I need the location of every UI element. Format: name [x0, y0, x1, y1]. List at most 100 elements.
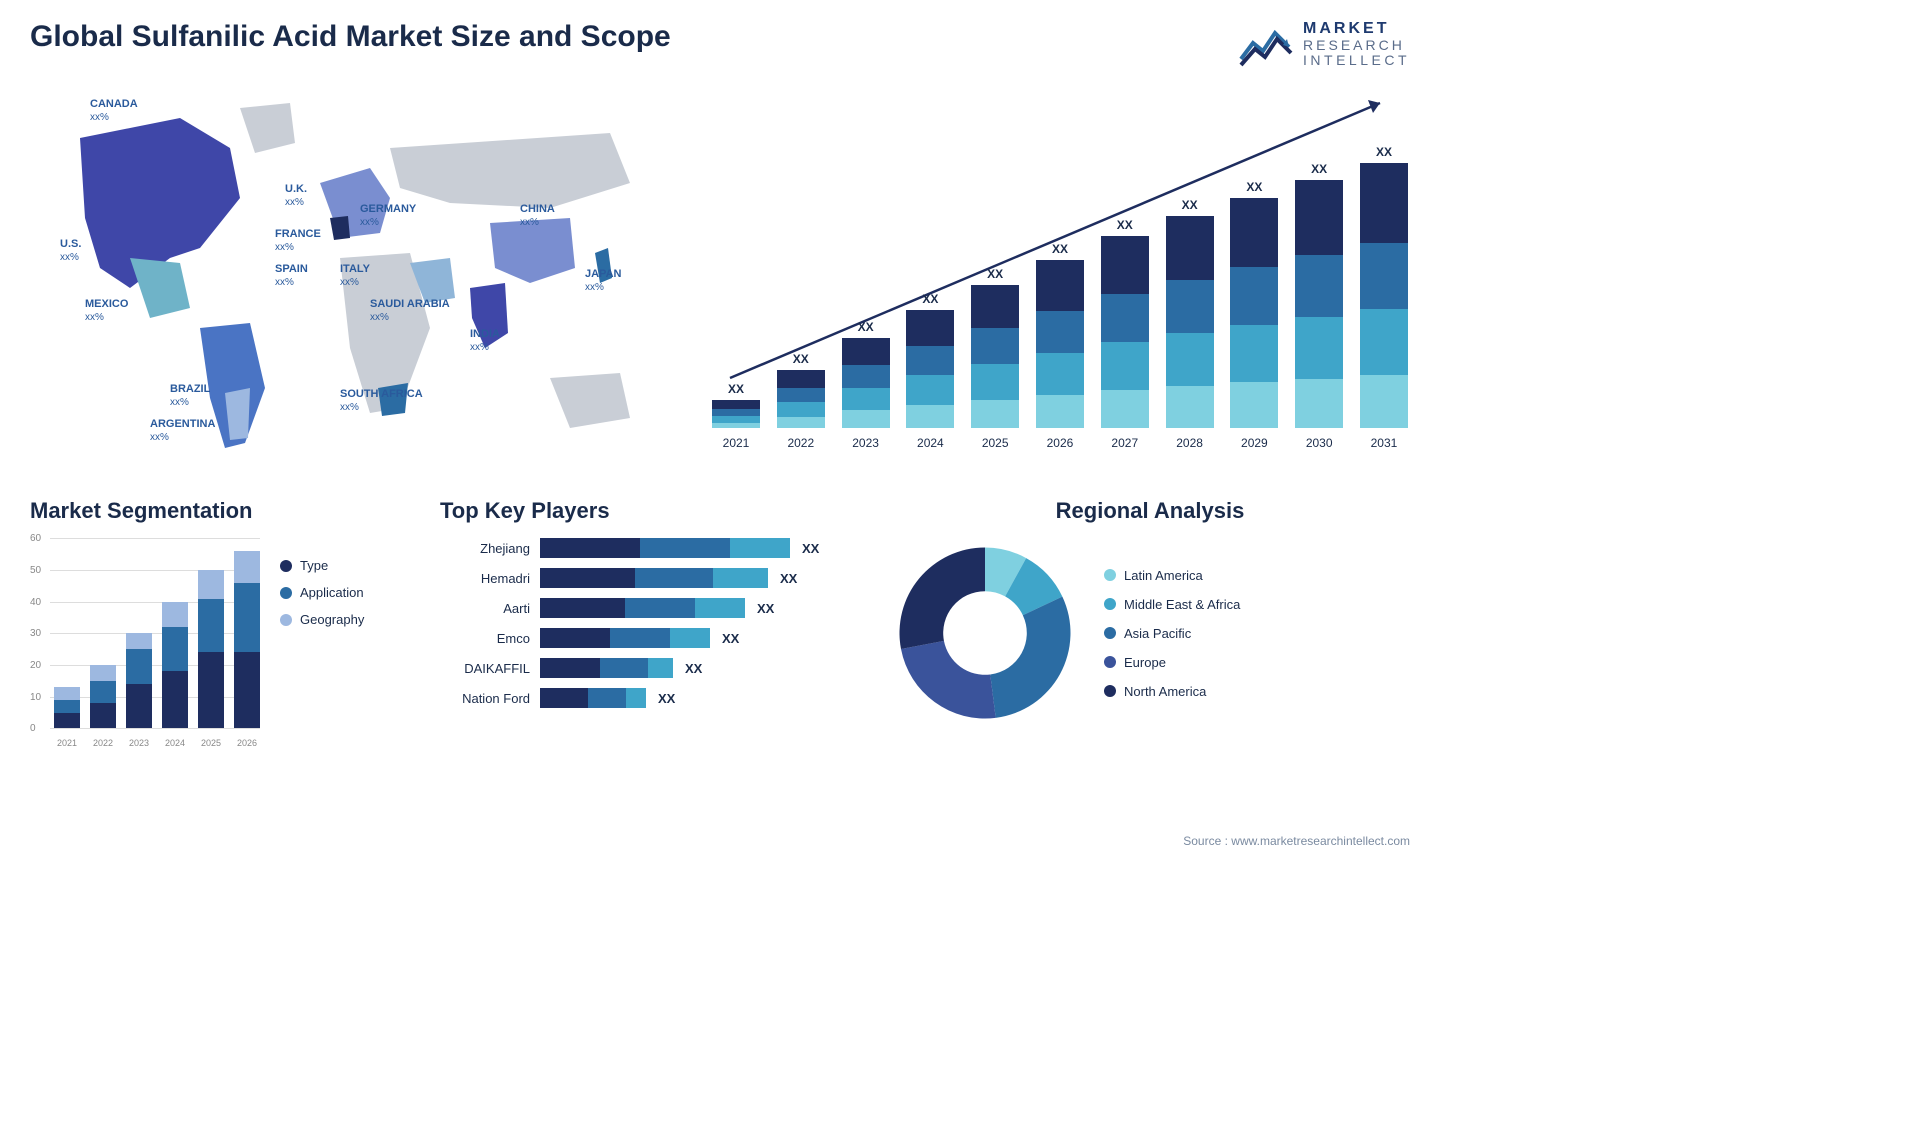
players-section: Top Key Players Zhejiang XX HemadriXX Aarti… — [440, 498, 860, 748]
donut-slice — [900, 548, 986, 650]
map-label: ARGENTINAxx% — [150, 418, 215, 443]
legend-dot-icon — [1104, 656, 1116, 668]
big-bar-segment — [1230, 267, 1278, 325]
big-bar: XX — [775, 352, 827, 428]
big-bar-segment — [1036, 395, 1084, 429]
legend-label: Type — [300, 558, 328, 573]
legend-dot-icon — [1104, 685, 1116, 697]
seg-bar-segment — [234, 583, 260, 653]
seg-bar-segment — [234, 652, 260, 728]
player-bar — [540, 598, 745, 618]
seg-bar-segment — [198, 570, 224, 598]
big-bar: XX — [1099, 218, 1151, 428]
big-bar-value-label: XX — [1182, 198, 1198, 212]
big-bar-segment — [842, 410, 890, 428]
big-bar-segment — [1295, 180, 1343, 254]
regional-section: Regional Analysis Latin AmericaMiddle Ea… — [890, 498, 1410, 748]
player-row: HemadriXX — [440, 568, 860, 588]
seg-x-label: 2023 — [126, 738, 152, 748]
players-list: ZhejiangXXHemadriXXAartiXXEmcoXXDAIKAFFI… — [440, 538, 860, 708]
seg-bar-segment — [162, 671, 188, 728]
seg-bar-segment — [126, 684, 152, 728]
player-bar-segment — [540, 598, 625, 618]
segmentation-legend: Type Application Geography — [280, 558, 364, 748]
seg-x-label: 2022 — [90, 738, 116, 748]
logo: MARKET RESEARCH INTELLECT — [1239, 20, 1410, 68]
donut-slice — [990, 597, 1070, 718]
big-bar-segment — [1101, 236, 1149, 294]
legend-label: Asia Pacific — [1124, 626, 1191, 641]
big-bar-value-label: XX — [1311, 162, 1327, 176]
player-name: DAIKAFFIL — [440, 661, 530, 676]
player-value: XX — [802, 541, 819, 556]
seg-bar — [162, 602, 188, 729]
player-bar-segment — [625, 598, 695, 618]
player-name: Aarti — [440, 601, 530, 616]
legend-item: Asia Pacific — [1104, 626, 1240, 641]
player-bar-segment — [540, 628, 610, 648]
players-title: Top Key Players — [440, 498, 860, 524]
legend-item: Middle East & Africa — [1104, 597, 1240, 612]
big-bar-value-label: XX — [793, 352, 809, 366]
map-label: U.K.xx% — [285, 183, 307, 208]
big-bar-segment — [712, 416, 760, 423]
logo-line-2: RESEARCH — [1303, 38, 1410, 53]
big-bar-value-label: XX — [728, 382, 744, 396]
player-value: XX — [685, 661, 702, 676]
player-value: XX — [757, 601, 774, 616]
player-name: Zhejiang — [440, 541, 530, 556]
seg-bar-segment — [162, 627, 188, 671]
player-bar-segment — [713, 568, 768, 588]
legend-label: Geography — [300, 612, 364, 627]
seg-bar-segment — [90, 681, 116, 703]
big-bar-segment — [712, 400, 760, 408]
player-bar — [540, 658, 673, 678]
map-label: SAUDI ARABIAxx% — [370, 298, 450, 323]
player-bar-segment — [540, 688, 588, 708]
big-bar-segment — [1360, 309, 1408, 375]
big-bar-segment — [971, 328, 1019, 364]
big-bar: XX — [904, 292, 956, 428]
big-bar-segment — [842, 388, 890, 411]
regional-donut-chart — [890, 538, 1080, 728]
seg-bar-segment — [198, 652, 224, 728]
big-bar-segment — [777, 417, 825, 429]
legend-dot-icon — [1104, 627, 1116, 639]
legend-label: Middle East & Africa — [1124, 597, 1240, 612]
legend-dot-icon — [1104, 569, 1116, 581]
big-bar-segment — [777, 370, 825, 387]
big-bar-year-label: 2030 — [1293, 436, 1345, 450]
big-bar-segment — [842, 338, 890, 365]
player-row: Zhejiang XX — [440, 538, 860, 558]
legend-label: Latin America — [1124, 568, 1203, 583]
seg-bar — [90, 665, 116, 728]
big-bar-segment — [1101, 294, 1149, 342]
legend-item: Europe — [1104, 655, 1240, 670]
big-bar: XX — [1358, 145, 1410, 428]
donut-slice — [901, 641, 996, 719]
big-bar: XX — [840, 320, 892, 428]
big-bar-value-label: XX — [1246, 180, 1262, 194]
big-bar-value-label: XX — [858, 320, 874, 334]
legend-item: North America — [1104, 684, 1240, 699]
big-bar-value-label: XX — [1376, 145, 1392, 159]
big-bar-value-label: XX — [1052, 242, 1068, 256]
legend-item: Geography — [280, 612, 364, 627]
big-bar-segment — [777, 402, 825, 417]
big-bar-segment — [1360, 243, 1408, 309]
regional-legend: Latin America Middle East & Africa Asia Pa… — [1104, 568, 1240, 699]
legend-label: Application — [300, 585, 364, 600]
legend-dot-icon — [1104, 598, 1116, 610]
big-bar-segment — [842, 365, 890, 388]
player-name: Nation Ford — [440, 691, 530, 706]
big-bar-year-label: 2027 — [1099, 436, 1151, 450]
legend-item: Type — [280, 558, 364, 573]
map-label: CHINAxx% — [520, 203, 555, 228]
map-label: BRAZILxx% — [170, 383, 210, 408]
world-map: CANADAxx%U.S.xx%MEXICOxx%BRAZILxx%ARGENT… — [30, 88, 670, 468]
big-bar-segment — [906, 346, 954, 376]
legend-label: Europe — [1124, 655, 1166, 670]
legend-dot-icon — [280, 560, 292, 572]
segmentation-bar-chart: 0102030405060 202120222023202420252026 — [30, 538, 260, 748]
seg-x-label: 2026 — [234, 738, 260, 748]
